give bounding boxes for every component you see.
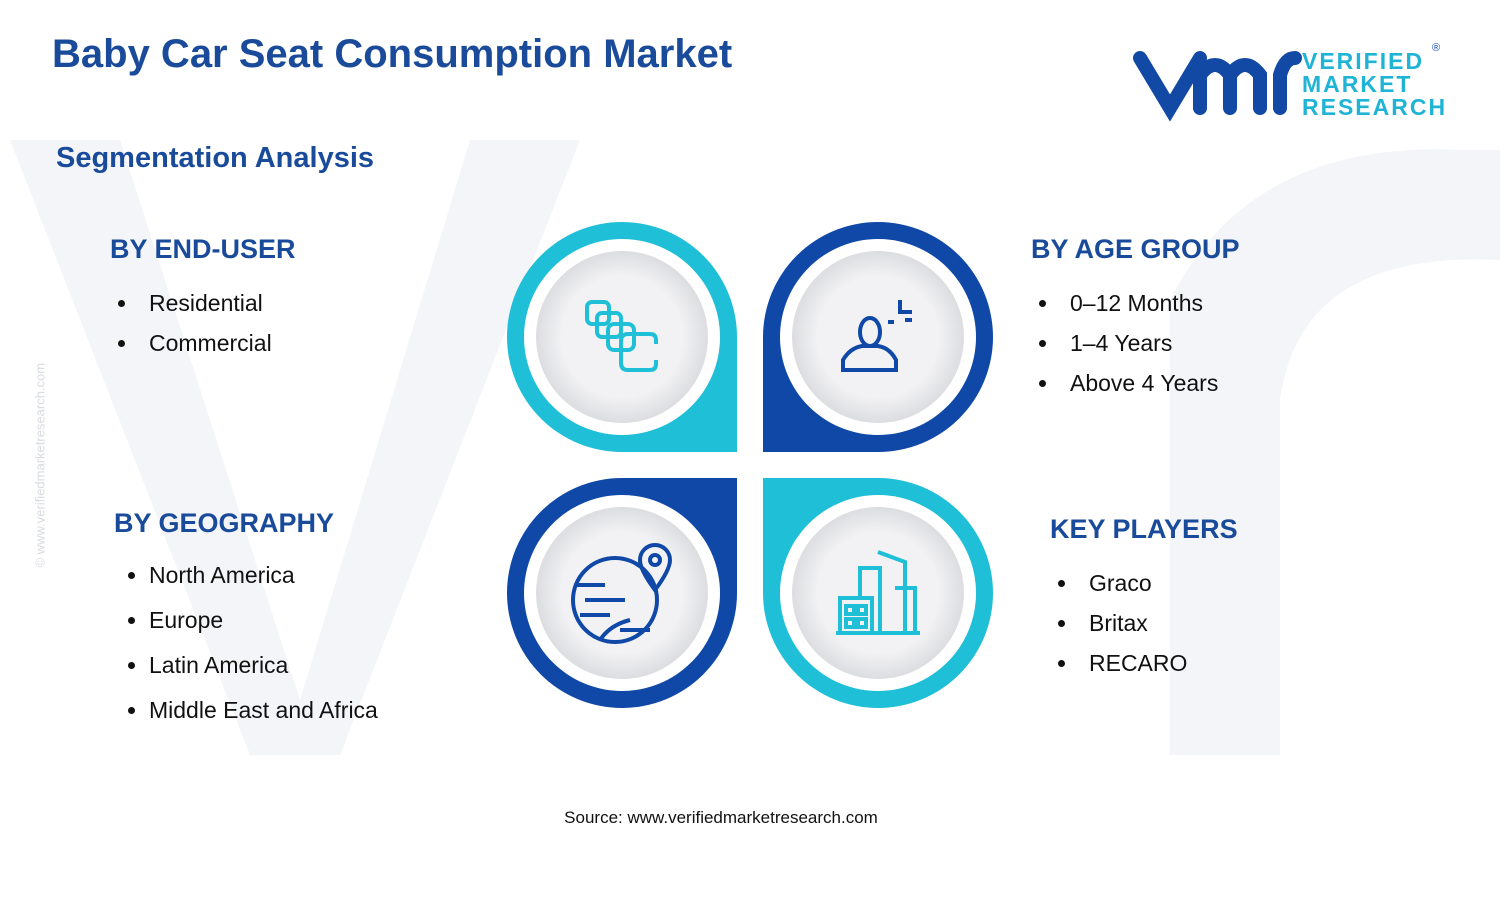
logo-registered: ® [1432,42,1441,54]
segment-item: North America [149,553,378,598]
segment: BY END-USER ResidentialCommercial [110,234,296,363]
segment-list: 0–12 Months1–4 YearsAbove 4 Years [1031,283,1240,403]
icon-buildings [836,550,920,635]
icon-discs [524,239,976,691]
segment-title: KEY PLAYERS [1050,514,1238,544]
segment: BY GEOGRAPHY North AmericaEuropeLatin Ame… [114,508,378,733]
segment-item: Britax [1058,603,1238,643]
logo-line: MARKET [1302,71,1413,97]
segment-list: ResidentialCommercial [110,283,296,363]
watermark-shape [1170,149,1500,756]
logo-mark [1133,51,1302,122]
segment-item: Latin America [149,643,378,688]
icon-person [841,300,912,372]
segment-title: BY END-USER [110,234,296,264]
segment-item: Above 4 Years [1039,363,1240,403]
watermark-shape [10,140,580,755]
segment: BY AGE GROUP 0–12 Months1–4 YearsAbove 4 … [1031,234,1240,403]
segment-item: Middle East and Africa [149,688,378,733]
logo-line: VERIFIED [1302,48,1425,74]
segment-item: Commercial [118,323,296,363]
logo-line: RESEARCH [1302,94,1448,120]
segment-item: 0–12 Months [1039,283,1240,323]
title: Baby Car Seat Consumption Market [52,32,733,76]
subtitle: Segmentation Analysis [56,142,375,174]
segment-item: RECARO [1058,643,1238,683]
segment-list: GracoBritaxRECARO [1050,563,1238,683]
logo-text: VERIFIED MARKET RESEARCH [1302,50,1447,119]
icon-globe [571,543,673,644]
source: Source: www.verifiedmarketresearch.com [564,808,878,827]
segment-title: BY GEOGRAPHY [114,508,335,538]
watermark-text: © www.verifiedmarketresearch.com [32,362,48,568]
segment: KEY PLAYERS GracoBritaxRECARO [1050,514,1238,683]
segment-item: 1–4 Years [1039,323,1240,363]
segment-title: BY AGE GROUP [1031,234,1240,264]
segment-list: North AmericaEuropeLatin AmericaMiddle E… [114,553,378,733]
segment-item: Graco [1058,563,1238,603]
icon-layers [585,300,658,372]
segment-item: Residential [118,283,296,323]
segment-item: Europe [149,598,378,643]
